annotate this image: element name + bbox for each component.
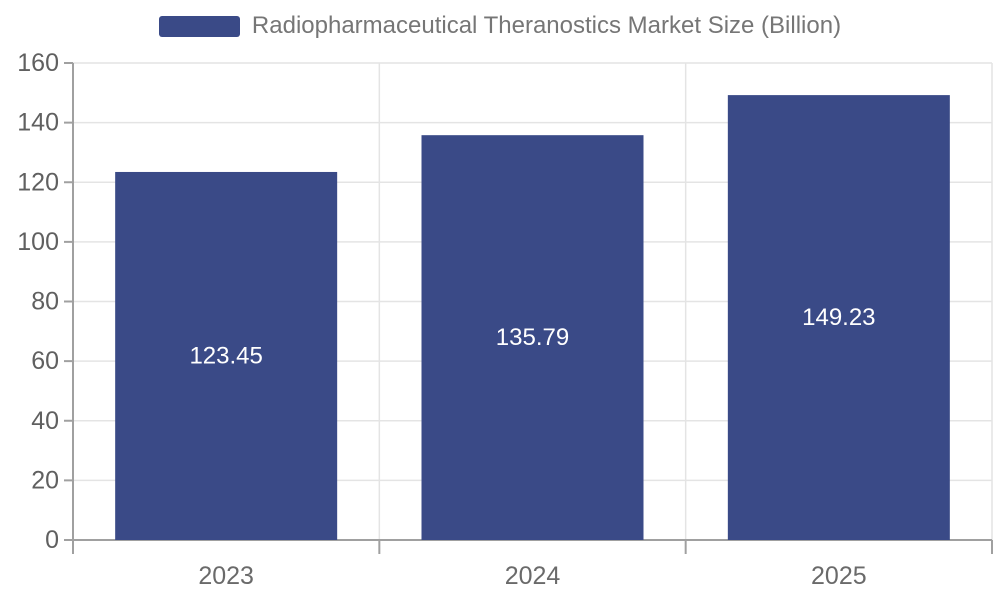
y-tick-label: 60 <box>31 347 59 375</box>
y-tick-label: 80 <box>31 288 59 316</box>
x-tick-label: 2025 <box>811 562 867 590</box>
bar-2025[interactable] <box>727 95 950 540</box>
x-tick-label: 2024 <box>505 562 561 590</box>
bar-value-label: 135.79 <box>496 324 569 351</box>
legend-swatch <box>158 15 240 37</box>
bar-value-label: 123.45 <box>189 342 262 369</box>
legend-label: Radiopharmaceutical Theranostics Market … <box>251 12 842 39</box>
y-tick-label: 160 <box>17 49 59 77</box>
bar-value-label: 149.23 <box>802 304 875 331</box>
y-tick-label: 40 <box>31 407 59 435</box>
y-tick-label: 120 <box>17 168 59 196</box>
x-tick-label: 2023 <box>198 562 254 590</box>
bar-2023[interactable] <box>115 171 338 540</box>
y-tick-label: 100 <box>17 228 59 256</box>
y-tick-label: 140 <box>17 109 59 137</box>
bar-2024[interactable] <box>421 135 644 540</box>
chart-legend[interactable]: Radiopharmaceutical Theranostics Market … <box>0 12 1000 39</box>
y-tick-label: 20 <box>31 466 59 494</box>
y-tick-label: 0 <box>45 526 59 554</box>
